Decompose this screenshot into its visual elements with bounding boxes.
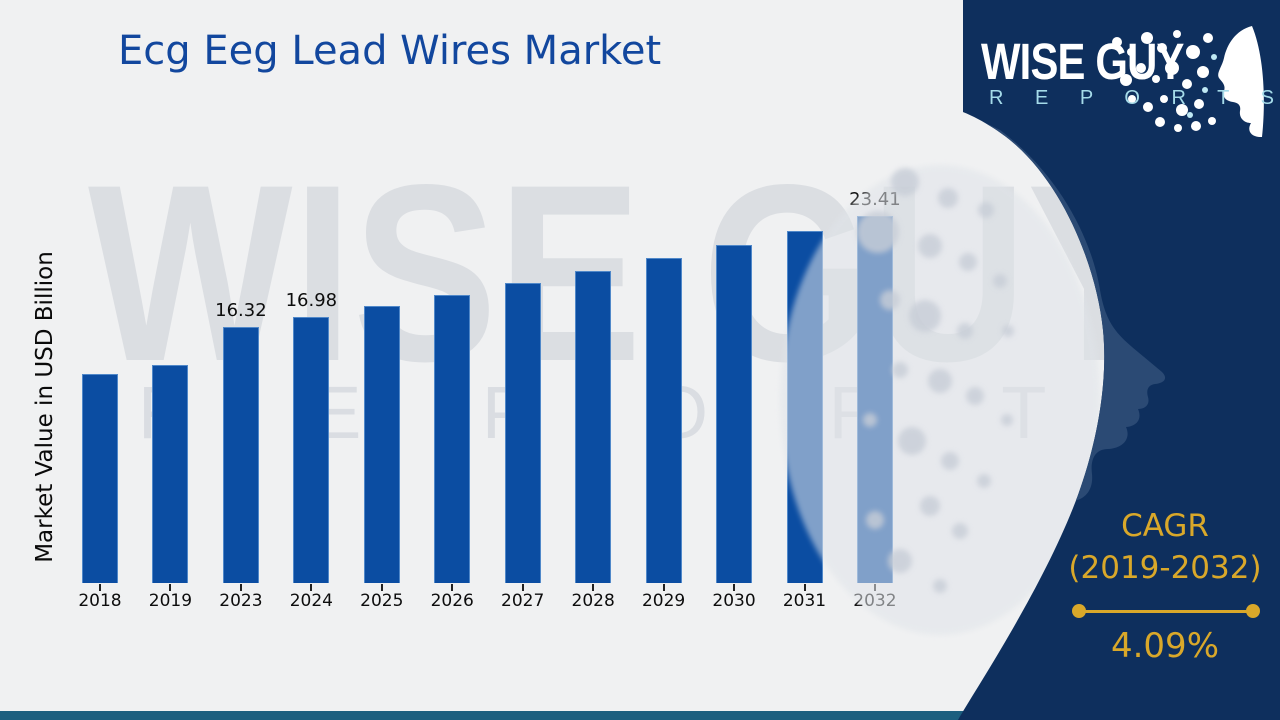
x-axis-tick-2019 [169,584,172,591]
cagr-value: 4.09% [1110,626,1219,666]
x-axis-tick-2031 [803,584,806,591]
x-axis-tick-2023 [239,584,242,591]
cagr-range: (2019-2032) [1068,550,1262,586]
x-axis-tick-2032 [873,584,876,591]
x-axis-label-2025: 2025 [360,591,404,611]
x-axis-tick-2029 [662,584,665,591]
x-axis-label-2032: 2032 [853,591,897,611]
bar-2027 [504,283,541,583]
cagr-divider-right-dot [1246,604,1260,618]
x-axis-label-2024: 2024 [289,591,333,611]
x-axis-label-2028: 2028 [571,591,615,611]
bar-value-label-2032: 23.41 [849,189,901,211]
x-axis-tick-2027 [521,584,524,591]
x-axis-label-2026: 2026 [430,591,474,611]
bar-value-label-2024: 16.98 [285,290,338,312]
x-axis-tick-2018 [99,584,101,591]
bar-2032 [856,216,893,583]
bar-2018 [82,373,118,583]
x-axis-label-2027: 2027 [501,591,545,611]
bar-2023 [222,327,259,583]
bar-2029 [645,258,682,583]
logo-subtitle: R E P O R T S [989,87,1280,109]
logo-wordmark: WISE GUY [981,33,1184,90]
cagr-label: CAGR [1121,508,1209,544]
x-axis-label-2029: 2029 [641,591,686,611]
bar-2019 [152,365,189,583]
x-axis-tick-2028 [592,584,595,591]
cagr-divider [1079,610,1253,613]
page-title: Ecg Eeg Lead Wires Market [118,28,662,74]
x-axis-label-2019: 2019 [148,591,193,611]
bar-value-label-2023: 16.32 [215,300,267,322]
x-axis-tick-2030 [733,584,736,591]
x-axis-label-2030: 2030 [712,591,756,611]
x-axis-tick-2026 [451,584,454,591]
x-axis-label-2023: 2023 [219,591,263,611]
x-axis-label-2018: 2018 [78,591,122,611]
x-axis-tick-2024 [310,584,313,591]
bar-2024 [293,317,330,583]
y-axis-label: Market Value in USD Billion [32,251,58,563]
bar-2025 [363,306,400,583]
bar-2028 [575,270,612,583]
bar-2030 [716,244,753,583]
bar-2031 [786,230,823,583]
x-axis-tick-2025 [380,584,383,591]
footer-accent-strip [0,711,1280,720]
bar-2026 [434,294,471,583]
